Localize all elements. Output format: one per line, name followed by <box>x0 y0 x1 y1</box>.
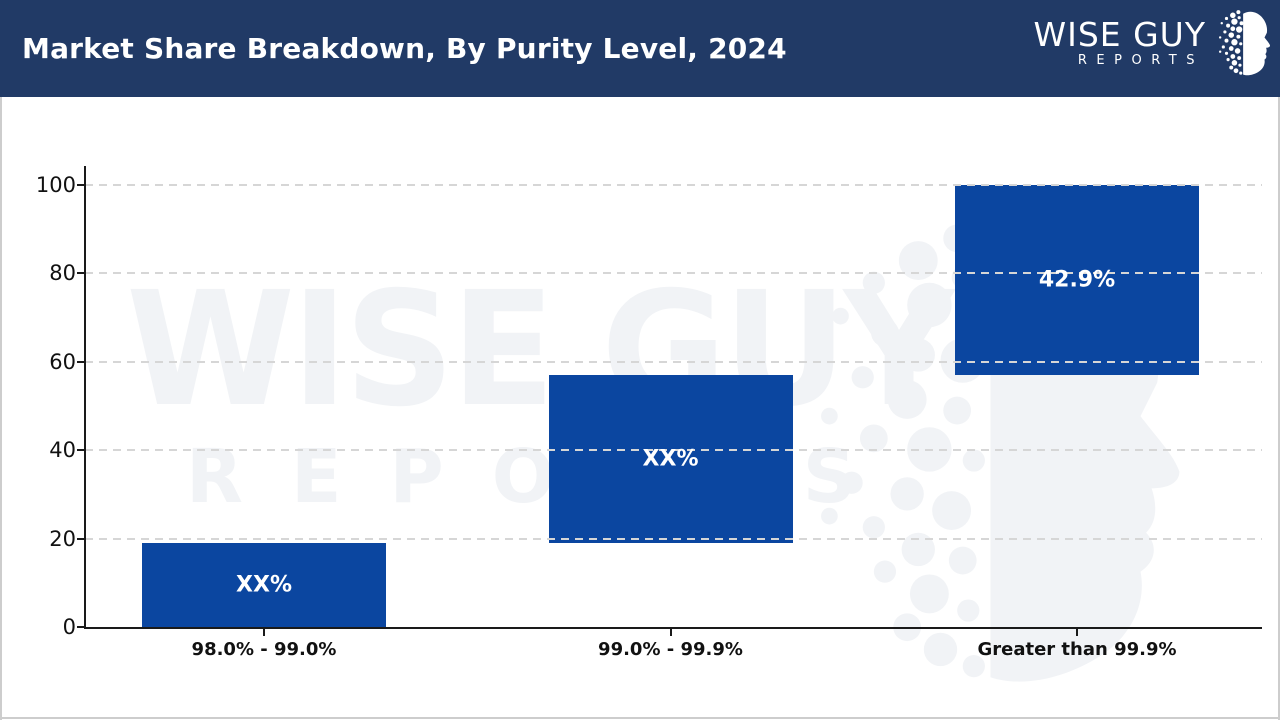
y-tick-label: 80 <box>49 261 76 286</box>
page-title: Market Share Breakdown, By Purity Level,… <box>22 32 787 65</box>
y-tick-label: 20 <box>49 526 76 551</box>
y-axis-tick <box>77 184 85 186</box>
bar-value-label: XX% <box>236 572 292 598</box>
bottom-edge-border <box>0 717 1280 719</box>
y-tick-label: 60 <box>49 349 76 374</box>
y-tick-label: 40 <box>49 438 76 463</box>
brand-subtitle: REPORTS <box>1077 53 1204 69</box>
header-bar: Market Share Breakdown, By Purity Level,… <box>0 0 1280 97</box>
y-axis-tick <box>77 449 85 452</box>
x-tick-label: 98.0% - 99.0% <box>191 639 337 660</box>
y-tick-label: 0 <box>62 615 76 639</box>
brand-name: WISE GUY <box>1033 14 1206 54</box>
y-axis-tick <box>77 272 85 275</box>
bar-segment <box>142 543 386 627</box>
grid-line <box>85 184 1262 186</box>
brand-logo: WISE GUY REPORTS <box>1033 6 1274 80</box>
right-edge-border <box>1278 97 1280 720</box>
y-axis-line <box>84 166 86 629</box>
y-axis-tick <box>77 537 85 540</box>
y-axis-tick <box>77 360 85 363</box>
watermark-text-1: WISE GUY <box>126 258 955 442</box>
y-tick-label: 100 <box>35 173 76 197</box>
watermark-face-icon <box>668 205 1213 705</box>
left-edge-border <box>0 97 2 720</box>
y-axis-tick <box>77 626 85 628</box>
brand-face-icon <box>1198 6 1274 80</box>
x-axis-tick <box>263 629 265 636</box>
brand-wordmark: WISE GUY REPORTS <box>1033 14 1206 69</box>
